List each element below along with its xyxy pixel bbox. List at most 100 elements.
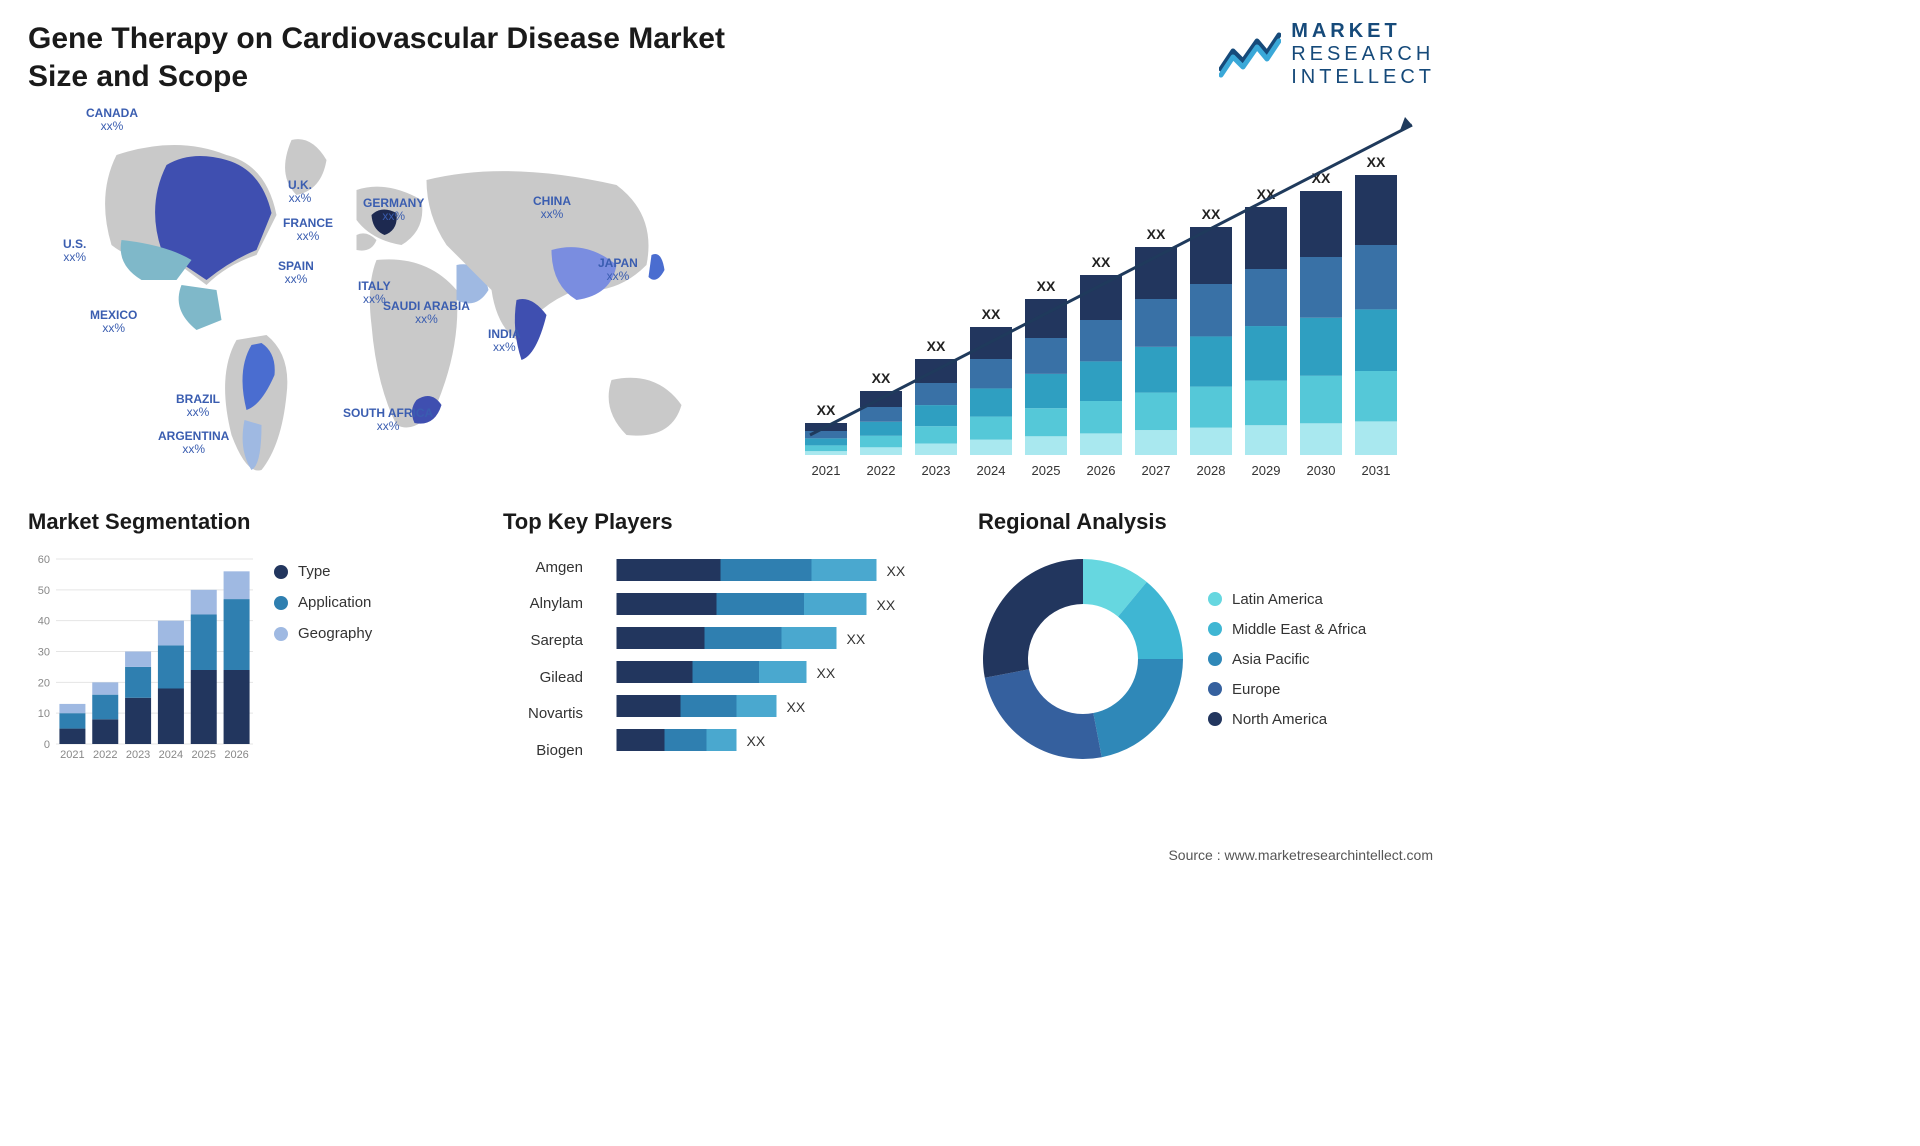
source-attribution: Source : www.marketresearchintellect.com [1168, 847, 1433, 863]
svg-text:XX: XX [747, 733, 766, 749]
map-label: SAUDI ARABIAxx% [383, 300, 470, 326]
svg-text:50: 50 [38, 585, 50, 597]
map-label: CANADAxx% [86, 107, 138, 133]
svg-text:XX: XX [887, 563, 906, 579]
map-label: ARGENTINAxx% [158, 430, 229, 456]
players-panel: Top Key Players AmgenAlnylamSareptaGilea… [503, 509, 960, 779]
segmentation-chart: 0 10 20 30 40 50 60 2021 2022 2023 2024 2025 2026 [28, 549, 258, 769]
legend-item: Type [274, 563, 372, 580]
svg-text:2024: 2024 [977, 463, 1006, 478]
legend-label: Application [298, 594, 371, 611]
players-labels: AmgenAlnylamSareptaGileadNovartisBiogen [503, 549, 583, 769]
legend-dot-icon [274, 627, 288, 641]
legend-item: Latin America [1208, 591, 1366, 608]
segmentation-title: Market Segmentation [28, 509, 485, 535]
segmentation-panel: Market Segmentation 0 10 20 30 40 50 60 2021 202… [28, 509, 485, 779]
svg-text:2025: 2025 [192, 749, 216, 761]
legend-dot-icon [274, 565, 288, 579]
svg-text:XX: XX [982, 306, 1001, 322]
svg-text:XX: XX [1147, 226, 1166, 242]
svg-text:10: 10 [38, 708, 50, 720]
svg-text:2024: 2024 [159, 749, 183, 761]
svg-text:2031: 2031 [1362, 463, 1391, 478]
svg-text:XX: XX [1092, 254, 1111, 270]
legend-label: North America [1232, 711, 1327, 728]
map-label: SPAINxx% [278, 260, 314, 286]
svg-text:XX: XX [927, 338, 946, 354]
logo-text-1: MARKET [1291, 20, 1435, 43]
svg-text:XX: XX [1037, 278, 1056, 294]
map-label: INDIAxx% [488, 328, 521, 354]
legend-label: Type [298, 563, 331, 580]
legend-item: Middle East & Africa [1208, 621, 1366, 638]
map-label: SOUTH AFRICAxx% [343, 407, 433, 433]
legend-label: Geography [298, 625, 372, 642]
regional-donut-chart [978, 554, 1188, 764]
segmentation-legend: Type Application Geography [274, 549, 372, 769]
legend-label: Europe [1232, 681, 1280, 698]
svg-text:XX: XX [1202, 206, 1221, 222]
svg-text:2023: 2023 [126, 749, 150, 761]
svg-text:20: 20 [38, 677, 50, 689]
map-label: MEXICOxx% [90, 309, 137, 335]
svg-text:60: 60 [38, 554, 50, 566]
legend-item: Geography [274, 625, 372, 642]
logo-text-2: RESEARCH [1291, 43, 1435, 66]
svg-text:XX: XX [817, 402, 836, 418]
svg-text:XX: XX [847, 631, 866, 647]
svg-text:XX: XX [817, 665, 836, 681]
legend-dot-icon [1208, 652, 1222, 666]
legend-dot-icon [1208, 592, 1222, 606]
world-map: CANADAxx%U.S.xx%MEXICOxx%BRAZILxx%ARGENT… [28, 105, 765, 485]
legend-dot-icon [274, 596, 288, 610]
svg-text:2030: 2030 [1307, 463, 1336, 478]
svg-text:XX: XX [787, 699, 806, 715]
legend-item: Application [274, 594, 372, 611]
svg-text:XX: XX [872, 370, 891, 386]
players-title: Top Key Players [503, 509, 960, 535]
svg-text:2022: 2022 [93, 749, 117, 761]
legend-item: North America [1208, 711, 1366, 728]
legend-item: Asia Pacific [1208, 651, 1366, 668]
svg-text:2022: 2022 [867, 463, 896, 478]
map-label: FRANCExx% [283, 217, 333, 243]
legend-dot-icon [1208, 712, 1222, 726]
logo-mark-icon [1219, 31, 1281, 79]
svg-text:0: 0 [44, 739, 50, 751]
svg-text:2028: 2028 [1197, 463, 1226, 478]
map-label: U.S.xx% [63, 238, 86, 264]
map-label: CHINAxx% [533, 195, 571, 221]
svg-text:2026: 2026 [1087, 463, 1116, 478]
legend-item: Europe [1208, 681, 1366, 698]
legend-label: Asia Pacific [1232, 651, 1310, 668]
player-name: Biogen [503, 742, 583, 759]
legend-dot-icon [1208, 622, 1222, 636]
page-title: Gene Therapy on Cardiovascular Disease M… [28, 20, 788, 95]
svg-text:2027: 2027 [1142, 463, 1171, 478]
regional-title: Regional Analysis [978, 509, 1435, 535]
player-name: Sarepta [503, 632, 583, 649]
legend-label: Middle East & Africa [1232, 621, 1366, 638]
players-chart: XX XX XX XX XX XX [593, 549, 960, 769]
logo-text-3: INTELLECT [1291, 66, 1435, 89]
player-name: Novartis [503, 705, 583, 722]
svg-text:2025: 2025 [1032, 463, 1061, 478]
regional-panel: Regional Analysis Latin America Middle Ea… [978, 509, 1435, 779]
legend-dot-icon [1208, 682, 1222, 696]
svg-text:2021: 2021 [60, 749, 84, 761]
regional-legend: Latin America Middle East & Africa Asia Pa… [1208, 591, 1366, 728]
player-name: Alnylam [503, 595, 583, 612]
svg-text:XX: XX [1367, 154, 1386, 170]
svg-text:2026: 2026 [224, 749, 248, 761]
svg-text:40: 40 [38, 616, 50, 628]
svg-text:30: 30 [38, 647, 50, 659]
svg-text:XX: XX [877, 597, 896, 613]
map-label: U.K.xx% [288, 179, 312, 205]
svg-text:2021: 2021 [812, 463, 841, 478]
map-label: GERMANYxx% [363, 197, 424, 223]
player-name: Gilead [503, 669, 583, 686]
map-label: JAPANxx% [598, 257, 638, 283]
svg-text:2023: 2023 [922, 463, 951, 478]
svg-text:2029: 2029 [1252, 463, 1281, 478]
forecast-bar-chart: XX 2021 XX 2022 XX 2023 XX 2024 XX 2025 XX 2026 XX 20… [795, 105, 1435, 485]
